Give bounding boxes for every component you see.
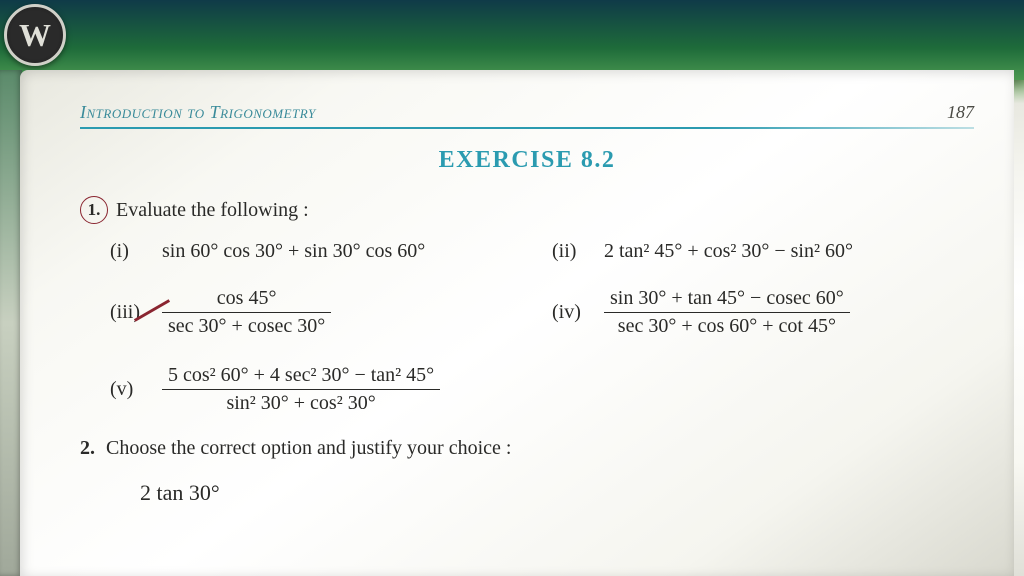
q1-item-iv: (iv) sin 30° + tan 45° − cosec 60° sec 3… (552, 285, 974, 340)
q2-trailing-expression: 2 tan 30° (140, 480, 974, 506)
q1-items: (i) sin 60° cos 30° + sin 30° cos 60° (i… (110, 240, 974, 417)
fraction-denominator: sec 30° + cosec 30° (162, 313, 331, 340)
fraction-numerator: 5 cos² 60° + 4 sec² 30° − tan² 45° (162, 362, 440, 390)
item-fraction: 5 cos² 60° + 4 sec² 30° − tan² 45° sin² … (162, 362, 440, 417)
q1-item-v: (v) 5 cos² 60° + 4 sec² 30° − tan² 45° s… (110, 362, 532, 417)
question-2: 2. Choose the correct option and justify… (80, 437, 974, 460)
item-expression: 2 tan² 45° + cos² 30° − sin² 60° (604, 240, 853, 263)
q1-item-ii: (ii) 2 tan² 45° + cos² 30° − sin² 60° (552, 240, 974, 263)
fraction-numerator: cos 45° (162, 285, 331, 313)
item-fraction: cos 45° sec 30° + cosec 30° (162, 285, 331, 340)
logo-letter: W (19, 17, 51, 54)
fraction-numerator: sin 30° + tan 45° − cosec 60° (604, 285, 850, 313)
q1-text: Evaluate the following : (116, 199, 309, 222)
page-number: 187 (947, 102, 974, 123)
page-surface: Introduction to Trigonometry 187 EXERCIS… (20, 70, 1014, 576)
item-label: (i) (110, 240, 152, 263)
q1-item-iii: (iii) cos 45° sec 30° + cosec 30° (110, 285, 532, 340)
q1-number: 1. (80, 196, 108, 224)
fraction-denominator: sin² 30° + cos² 30° (162, 390, 440, 417)
logo-badge: W (4, 4, 66, 66)
header-divider (80, 127, 974, 129)
chapter-row: Introduction to Trigonometry 187 (80, 102, 974, 123)
exercise-title: EXERCISE 8.2 (80, 147, 974, 174)
q1-item-i: (i) sin 60° cos 30° + sin 30° cos 60° (110, 240, 532, 263)
item-label: (iv) (552, 301, 594, 324)
item-fraction: sin 30° + tan 45° − cosec 60° sec 30° + … (604, 285, 850, 340)
item-expression: sin 60° cos 30° + sin 30° cos 60° (162, 240, 425, 263)
q2-text: Choose the correct option and justify yo… (106, 437, 511, 459)
item-label: (v) (110, 378, 152, 401)
page-left-edge (0, 70, 22, 576)
header-band: W (0, 0, 1024, 80)
item-label: (ii) (552, 240, 594, 263)
fraction-denominator: sec 30° + cos 60° + cot 45° (604, 313, 850, 340)
question-1: 1. Evaluate the following : (80, 196, 974, 224)
q2-number: 2. (80, 437, 95, 459)
chapter-title: Introduction to Trigonometry (80, 102, 316, 123)
